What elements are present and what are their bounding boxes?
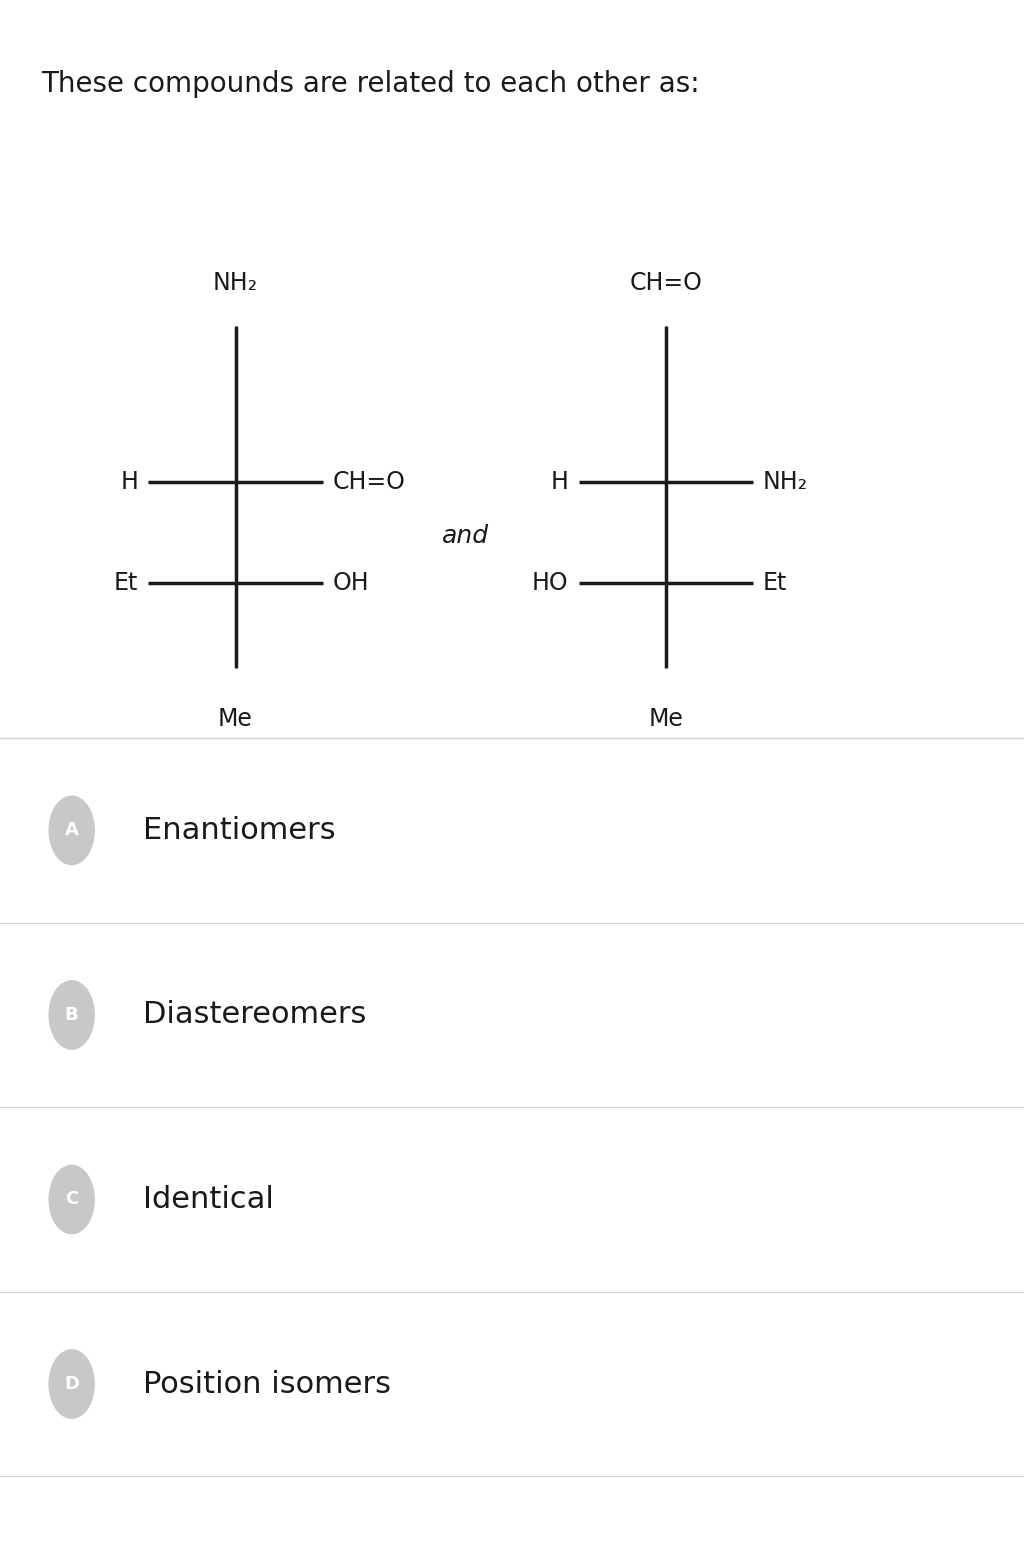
Text: Enantiomers: Enantiomers <box>143 816 336 845</box>
Text: NH₂: NH₂ <box>213 272 258 295</box>
Text: NH₂: NH₂ <box>763 469 808 494</box>
Text: These compounds are related to each other as:: These compounds are related to each othe… <box>41 70 699 98</box>
Text: H: H <box>551 469 568 494</box>
Text: A: A <box>65 822 79 839</box>
Text: H: H <box>121 469 138 494</box>
Text: Et: Et <box>763 570 787 595</box>
Text: CH=O: CH=O <box>333 469 406 494</box>
Text: OH: OH <box>333 570 370 595</box>
Text: Identical: Identical <box>143 1186 274 1214</box>
Text: Me: Me <box>648 707 683 730</box>
Circle shape <box>49 1166 94 1234</box>
Circle shape <box>49 981 94 1049</box>
Text: Position isomers: Position isomers <box>143 1369 391 1399</box>
Circle shape <box>49 796 94 864</box>
Text: Diastereomers: Diastereomers <box>143 1001 367 1029</box>
Text: Et: Et <box>114 570 138 595</box>
Text: HO: HO <box>531 570 568 595</box>
Text: B: B <box>65 1005 79 1024</box>
Text: C: C <box>66 1190 78 1209</box>
Text: CH=O: CH=O <box>629 272 702 295</box>
Text: D: D <box>65 1375 79 1392</box>
Text: Me: Me <box>218 707 253 730</box>
Circle shape <box>49 1350 94 1419</box>
Text: and: and <box>442 524 489 549</box>
